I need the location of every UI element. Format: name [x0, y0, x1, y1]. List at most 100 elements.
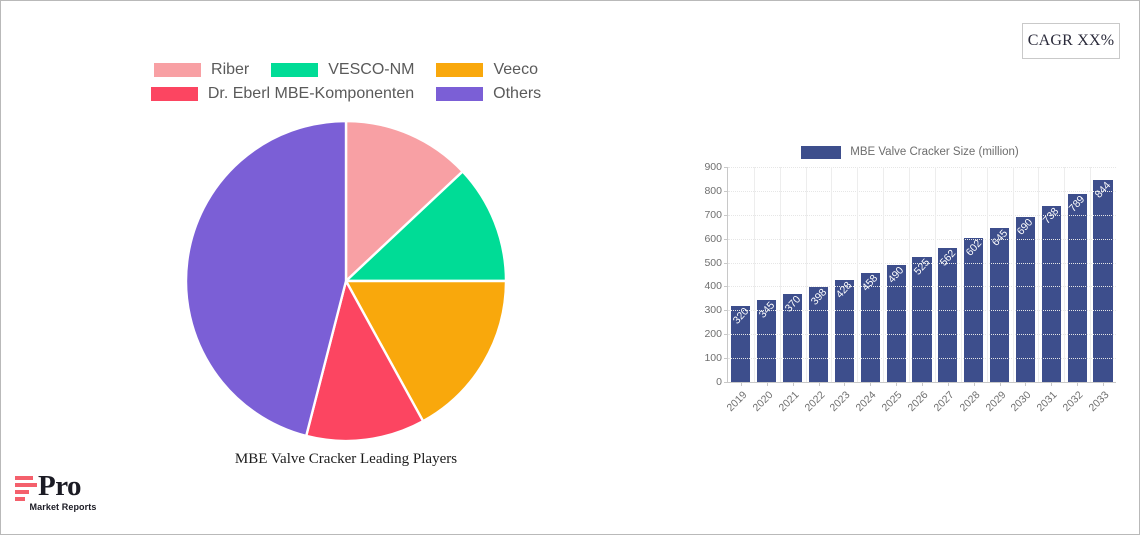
pie-legend-item[interactable]: Others	[436, 85, 541, 103]
pie-legend-label: Riber	[211, 61, 250, 78]
bar[interactable]: 525	[911, 256, 933, 382]
bar-chart-plot-area: 320 2019 345 2020 370 2021 398 2022 428 2023 458 20…	[704, 161, 1116, 414]
bar[interactable]: 602	[963, 237, 984, 382]
x-axis-tick-mark	[999, 382, 1001, 386]
bar-value-label: 562	[937, 247, 959, 269]
brand-logo: Pro Market Reports	[15, 470, 111, 523]
pie-slice[interactable]	[344, 119, 465, 284]
bar[interactable]: 370	[782, 293, 803, 382]
bar[interactable]: 844	[1093, 180, 1113, 382]
bar-chart-legend: MBE Valve Cracker Size (million)	[689, 141, 1131, 163]
bar-group: 320 2019 345 2020 370 2021 398 2022 428 2023 458 20…	[724, 167, 1116, 414]
gridline-horizontal	[728, 214, 1116, 216]
gridline-vertical	[779, 167, 781, 382]
gridline-horizontal	[728, 334, 1116, 336]
bar-slot: 398 2022	[802, 167, 832, 414]
x-axis-tick-mark	[973, 382, 975, 386]
bar[interactable]: 789	[1066, 193, 1088, 382]
y-axis-tick-mark	[724, 214, 728, 216]
pie-legend-item[interactable]: Veeco	[436, 61, 538, 79]
bar[interactable]: 690	[1015, 216, 1036, 382]
pie-slice[interactable]	[343, 279, 508, 423]
x-axis-tick-label: 2021	[776, 389, 802, 415]
bar-slot: 844 2033	[1086, 167, 1116, 414]
pie-legend-item[interactable]: Dr. Eberl MBE-Komponenten	[150, 85, 415, 103]
pie-slice[interactable]	[342, 169, 508, 283]
y-axis-tick-mark	[724, 167, 728, 168]
y-axis-tick-mark	[724, 262, 728, 264]
x-axis-tick-label: 2032	[1060, 389, 1086, 415]
x-axis-tick-mark	[792, 382, 794, 386]
pie-slice[interactable]	[304, 277, 425, 443]
y-axis-tick-mark	[724, 190, 728, 192]
bar-slot: 562 2027	[931, 167, 961, 414]
x-axis-tick-label: 2026	[905, 389, 931, 415]
x-axis-tick-mark	[1102, 382, 1104, 386]
y-axis-tick-label: 200	[704, 328, 722, 341]
pie-legend-swatch	[436, 87, 484, 101]
bar-value-label: 428	[834, 279, 855, 301]
x-axis-tick-label: 2022	[801, 389, 827, 415]
y-axis-tick-label: 500	[704, 256, 722, 269]
gridline-horizontal	[728, 238, 1116, 240]
y-axis-tick-label: 100	[704, 352, 722, 365]
bar[interactable]: 738	[1041, 205, 1062, 382]
bar[interactable]: 428	[834, 279, 855, 382]
gridline-vertical	[805, 167, 807, 382]
pie-chart-panel: Riber VESCO-NM Veeco Dr. Eberl MBE-Komponen…	[1, 61, 691, 481]
bar-slot: 789 2032	[1061, 167, 1090, 414]
bar-value-label: 490	[885, 264, 907, 286]
bar-slot: 370 2021	[776, 167, 806, 414]
x-axis-tick-label: 2019	[724, 389, 750, 415]
y-axis-tick-label: 0	[716, 376, 722, 388]
y-axis-tick-label: 800	[704, 184, 722, 197]
pie-legend-swatch	[271, 63, 319, 77]
bar-legend-label: MBE Valve Cracker Size (million)	[850, 146, 1019, 158]
y-axis-tick-mark	[724, 238, 728, 240]
bar[interactable]: 320	[730, 305, 752, 382]
x-axis-tick-mark	[870, 382, 872, 386]
bar-value-label: 525	[911, 256, 933, 278]
y-axis-tick-mark	[724, 310, 728, 312]
gridline-vertical	[1090, 167, 1092, 382]
gridline-horizontal	[728, 286, 1116, 288]
bar[interactable]: 645	[989, 227, 1010, 382]
speed-lines-icon	[15, 473, 37, 501]
y-axis-tick-mark	[724, 286, 728, 288]
bar-slot: 490 2025	[880, 167, 909, 414]
bar-value-label: 320	[730, 305, 752, 327]
pie-chart-caption: MBE Valve Cracker Leading Players	[234, 451, 458, 467]
bar-value-label: 602	[963, 237, 984, 259]
y-axis-tick-label: 300	[704, 304, 722, 317]
bar[interactable]: 562	[937, 247, 959, 382]
y-axis-tick-label: 900	[704, 161, 722, 173]
bar-slot: 690 2030	[1009, 167, 1038, 414]
gridline-horizontal	[728, 190, 1116, 192]
pie-legend-item[interactable]: VESCO-NM	[271, 61, 414, 79]
gridline-vertical	[909, 167, 911, 382]
logo-row: Pro	[15, 470, 111, 503]
bar-slot: 738 2031	[1035, 167, 1064, 414]
bar-slot: 320 2019	[724, 167, 754, 414]
bar[interactable]: 458	[860, 272, 881, 382]
pie-legend-label: Dr. Eberl MBE-Komponenten	[207, 85, 415, 102]
gridline-vertical	[986, 167, 988, 382]
cagr-badge: CAGR XX%	[1022, 23, 1120, 59]
y-axis-tick-label: 400	[704, 280, 722, 293]
logo-wordmark: Pro	[38, 470, 82, 503]
bar-slot: 458 2024	[854, 167, 883, 414]
bar[interactable]: 345	[756, 299, 777, 382]
bar-value-label: 690	[1015, 216, 1036, 238]
gridline-vertical	[831, 167, 833, 382]
gridline-vertical	[934, 167, 936, 382]
bar-value-label: 789	[1066, 193, 1088, 215]
x-axis-tick-mark	[844, 382, 846, 386]
x-axis-tick-label: 2028	[957, 389, 983, 415]
x-axis-tick-mark	[818, 382, 820, 386]
bar-slot: 345 2020	[750, 167, 780, 414]
bar-slot: 428 2023	[828, 167, 857, 414]
x-axis-tick-mark	[921, 382, 923, 386]
pie-slice[interactable]	[184, 119, 348, 438]
bar[interactable]: 490	[885, 264, 907, 382]
pie-legend-item[interactable]: Riber	[154, 61, 249, 79]
